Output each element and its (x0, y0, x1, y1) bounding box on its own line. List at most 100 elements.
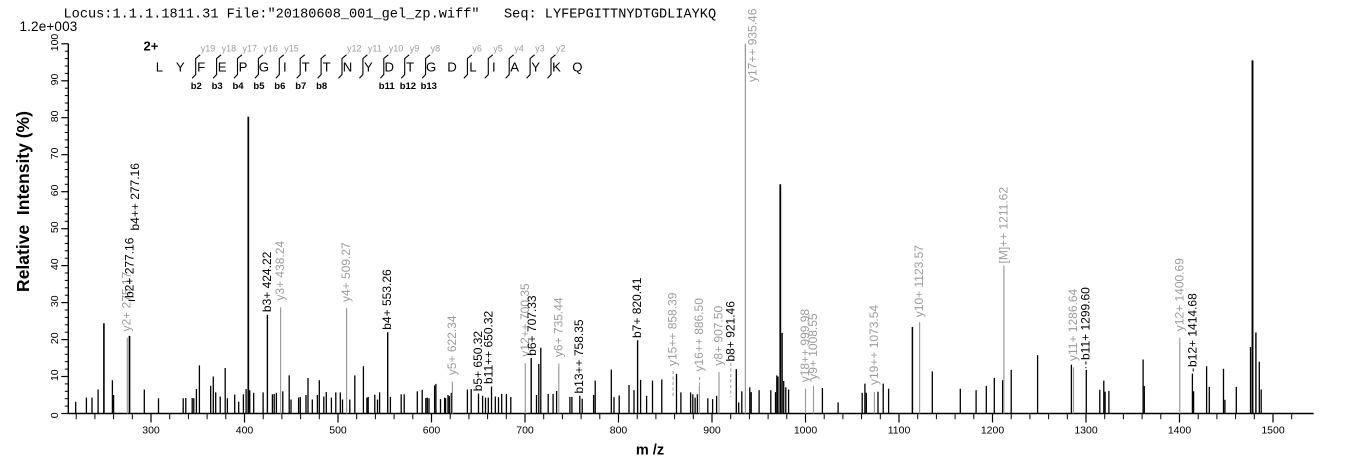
svg-text:80: 80 (49, 110, 61, 122)
svg-text:70: 70 (49, 147, 61, 159)
svg-text:D: D (385, 60, 395, 75)
svg-text:Relative Intensity (%): Relative Intensity (%) (13, 111, 33, 292)
svg-text:y9: y9 (410, 44, 420, 54)
svg-text:G: G (426, 60, 436, 75)
svg-text:y6: y6 (472, 44, 482, 54)
svg-text:b11+ 1299.60: b11+ 1299.60 (1078, 287, 1092, 360)
svg-text:b12: b12 (400, 81, 416, 92)
svg-text:I: I (492, 60, 496, 75)
svg-text:y12++ 700.35: y12++ 700.35 (518, 283, 532, 357)
svg-text:300: 300 (142, 425, 160, 437)
svg-text:y8+ 907.50: y8+ 907.50 (712, 306, 726, 366)
svg-text:b2: b2 (191, 81, 202, 92)
svg-text:y5+ 622.34: y5+ 622.34 (445, 315, 459, 375)
svg-text:100: 100 (49, 34, 61, 52)
svg-text:b4++ 277.16: b4++ 277.16 (128, 163, 142, 231)
svg-text:y16++ 886.50: y16++ 886.50 (692, 298, 706, 372)
svg-text:F: F (197, 60, 205, 75)
svg-text:400: 400 (236, 425, 254, 437)
svg-text:1400: 1400 (1168, 425, 1192, 437)
svg-text:T: T (406, 60, 414, 75)
svg-text:y17++ 935.46: y17++ 935.46 (746, 8, 760, 82)
svg-text:20: 20 (49, 332, 61, 344)
svg-text:y11+ 1286.64: y11+ 1286.64 (1066, 288, 1080, 361)
svg-text:b6+ 707.33: b6+ 707.33 (525, 295, 539, 356)
svg-text:y2+ 275.17: y2+ 275.17 (120, 271, 134, 331)
svg-text:b11: b11 (379, 81, 396, 92)
svg-text:m /z: m /z (636, 443, 664, 459)
svg-text:y18: y18 (222, 44, 237, 54)
svg-text:600: 600 (423, 425, 441, 437)
svg-text:1100: 1100 (888, 425, 911, 437)
svg-text:b8: b8 (316, 81, 327, 92)
svg-text:50: 50 (49, 221, 61, 233)
svg-text:y10+ 1123.57: y10+ 1123.57 (912, 245, 926, 318)
svg-text:b4+ 553.26: b4+ 553.26 (380, 269, 394, 330)
svg-text:y9+ 1008.55: y9+ 1008.55 (806, 313, 820, 380)
svg-text:y15: y15 (284, 44, 299, 54)
svg-text:D: D (447, 60, 457, 75)
svg-text:y11: y11 (368, 44, 382, 54)
svg-text:I: I (283, 60, 287, 75)
svg-text:y8: y8 (431, 44, 441, 54)
svg-text:1000: 1000 (794, 425, 818, 437)
svg-text:P: P (239, 60, 248, 75)
svg-text:b4: b4 (233, 81, 245, 92)
svg-text:y4: y4 (514, 44, 524, 54)
svg-text:Y: Y (176, 60, 185, 75)
svg-text:y3+ 438.24: y3+ 438.24 (273, 241, 287, 301)
svg-text:90: 90 (49, 74, 61, 86)
svg-text:y3: y3 (535, 44, 545, 54)
svg-text:800: 800 (610, 425, 628, 437)
svg-text:T: T (302, 60, 310, 75)
svg-text:Y: Y (364, 60, 373, 75)
svg-text:A: A (510, 60, 519, 75)
svg-text:Q: Q (572, 60, 582, 75)
svg-text:b12+ 1414.68: b12+ 1414.68 (1186, 293, 1200, 367)
svg-text:1500: 1500 (1261, 425, 1285, 437)
svg-text:y16: y16 (263, 44, 278, 54)
svg-text:y12+ 1400.69: y12+ 1400.69 (1172, 258, 1186, 331)
svg-text:b13: b13 (421, 81, 437, 92)
svg-text:T: T (323, 60, 331, 75)
svg-text:K: K (552, 60, 561, 75)
svg-text:b3: b3 (212, 81, 223, 92)
svg-text:30: 30 (49, 295, 61, 307)
svg-text:Locus:1.1.1.1811.31 File:"2018: Locus:1.1.1.1811.31 File:"20180608_001_g… (64, 8, 717, 23)
svg-text:b5+ 650.32: b5+ 650.32 (471, 331, 485, 392)
svg-text:y19: y19 (201, 44, 216, 54)
svg-text:y17: y17 (243, 44, 258, 54)
svg-text:L: L (156, 60, 163, 75)
svg-text:2+: 2+ (144, 39, 159, 54)
svg-text:y10: y10 (389, 44, 404, 54)
svg-text:0: 0 (49, 412, 61, 418)
svg-text:b7: b7 (295, 81, 306, 92)
svg-text:700: 700 (516, 425, 534, 437)
svg-text:y18++ 999.98: y18++ 999.98 (798, 309, 812, 383)
svg-text:10: 10 (49, 369, 61, 381)
svg-text:y5: y5 (493, 44, 503, 54)
svg-text:y6+ 735.44: y6+ 735.44 (551, 297, 565, 357)
svg-text:L: L (469, 60, 476, 75)
svg-text:500: 500 (329, 425, 347, 437)
svg-text:Y: Y (531, 60, 540, 75)
svg-text:y19++ 1073.54: y19++ 1073.54 (867, 305, 881, 385)
svg-text:N: N (343, 60, 353, 75)
svg-text:[M]++ 1211.62: [M]++ 1211.62 (996, 187, 1010, 264)
svg-text:900: 900 (703, 425, 721, 437)
svg-text:1200: 1200 (981, 425, 1005, 437)
svg-text:b2+ 277.16: b2+ 277.16 (123, 237, 137, 298)
svg-text:60: 60 (49, 184, 61, 196)
svg-text:E: E (218, 60, 227, 75)
svg-text:b7+ 820.41: b7+ 820.41 (630, 277, 644, 338)
svg-text:40: 40 (49, 258, 61, 270)
svg-text:b5: b5 (253, 81, 265, 92)
svg-text:y4+ 509.27: y4+ 509.27 (339, 242, 353, 302)
svg-text:b3+ 424.22: b3+ 424.22 (260, 251, 274, 312)
svg-text:y2: y2 (556, 44, 566, 54)
svg-text:b6: b6 (274, 81, 285, 92)
svg-text:1300: 1300 (1074, 425, 1098, 437)
svg-text:1.2e+003: 1.2e+003 (20, 19, 78, 34)
svg-text:y15++ 858.39: y15++ 858.39 (666, 292, 680, 366)
svg-text:b13++ 758.35: b13++ 758.35 (572, 319, 586, 393)
